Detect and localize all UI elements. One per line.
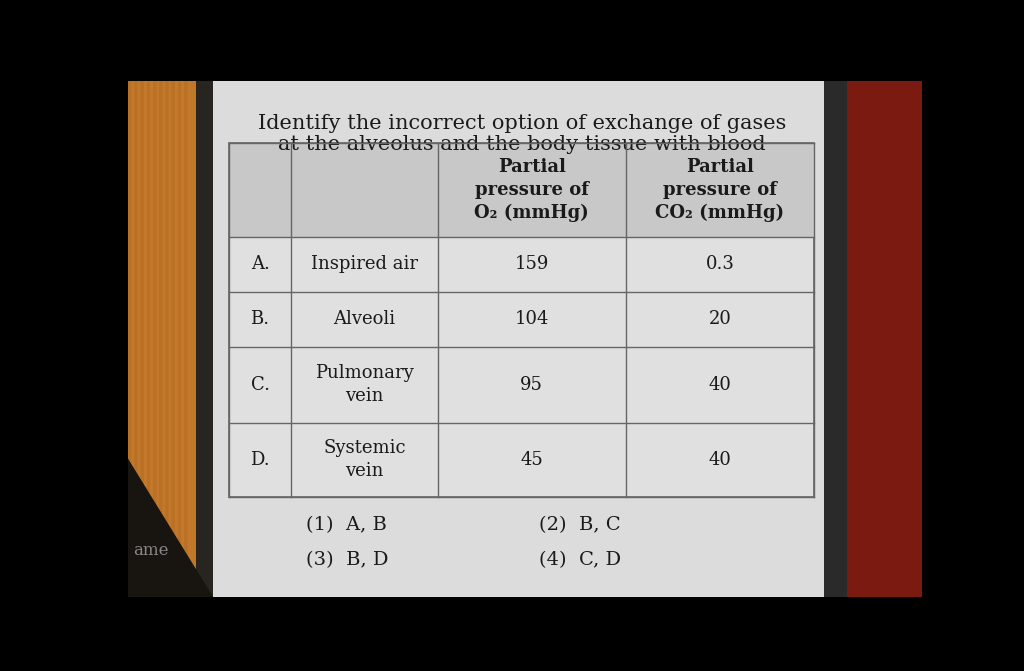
Text: 45: 45 [520,451,543,469]
Bar [131,81,135,597]
Bar [183,81,187,597]
Bar [228,143,814,237]
Bar [212,81,824,597]
Text: A.: A. [251,255,269,273]
Bar [197,81,213,597]
Bar [153,81,157,597]
Bar [165,81,169,597]
Text: Partial
pressure of
O₂ (mmHg): Partial pressure of O₂ (mmHg) [474,158,589,222]
Text: at the alveolus and the body tissue with blood: at the alveolus and the body tissue with… [278,135,766,154]
Text: 0.3: 0.3 [706,255,734,273]
Bar [847,81,922,597]
Bar [162,81,166,597]
Text: D.: D. [250,451,270,469]
Bar [824,81,847,597]
Text: (4)  C, D: (4) C, D [539,551,621,569]
Bar [128,81,132,597]
Bar [187,81,190,597]
Text: 159: 159 [515,255,549,273]
Text: Pulmonary
vein: Pulmonary vein [315,364,414,405]
Text: 40: 40 [709,451,731,469]
Text: (2)  B, C: (2) B, C [539,517,621,534]
Bar [171,81,175,597]
Text: Alveoli: Alveoli [334,310,395,328]
Text: (1)  A, B: (1) A, B [306,517,387,534]
Bar [137,81,141,597]
Polygon shape [128,458,213,597]
Bar [128,81,202,597]
Text: Systemic
vein: Systemic vein [324,440,406,480]
Text: 95: 95 [520,376,543,394]
Bar [143,81,147,597]
Text: 104: 104 [515,310,549,328]
Bar [174,81,178,597]
Bar [140,81,144,597]
Text: ame: ame [133,541,169,559]
Bar [150,81,154,597]
Bar [156,81,160,597]
Text: (3)  B, D: (3) B, D [306,551,389,569]
Text: 40: 40 [709,376,731,394]
Bar [168,81,172,597]
Bar [146,81,151,597]
Text: C.: C. [251,376,269,394]
Bar [180,81,184,597]
Bar [177,81,181,597]
Text: 20: 20 [709,310,731,328]
Text: Partial
pressure of
CO₂ (mmHg): Partial pressure of CO₂ (mmHg) [655,158,784,222]
Bar [159,81,163,597]
Bar [228,143,814,497]
Text: B.: B. [251,310,269,328]
Text: Identify the incorrect option of exchange of gases: Identify the incorrect option of exchang… [257,113,785,133]
Text: Inspired air: Inspired air [311,255,418,273]
Bar [134,81,138,597]
